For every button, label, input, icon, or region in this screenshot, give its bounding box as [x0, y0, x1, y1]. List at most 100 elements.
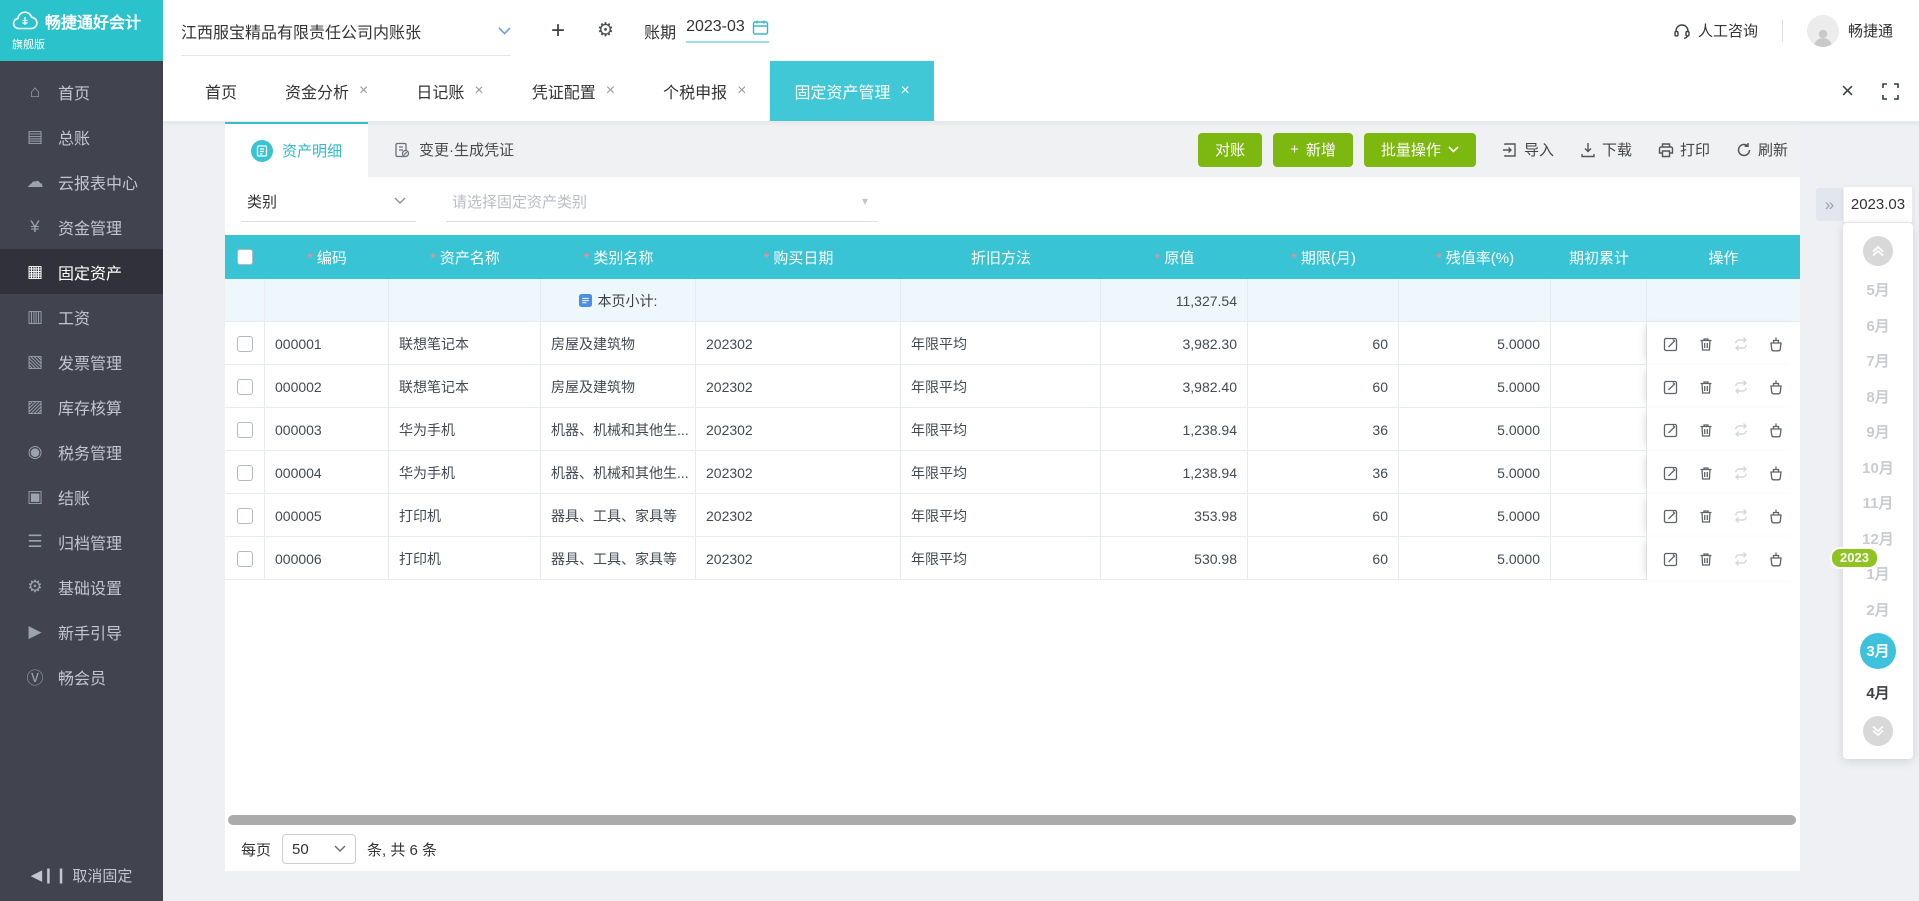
fullscreen-icon[interactable]: [1882, 82, 1899, 100]
document-tab[interactable]: 个税申报 ×: [639, 61, 770, 121]
sidebar-item[interactable]: ⌂ 首页: [0, 69, 163, 114]
sidebar-item[interactable]: ▨ 库存核算: [0, 384, 163, 429]
month-item[interactable]: 11月: [1862, 495, 1894, 513]
select-all-checkbox[interactable]: [237, 249, 253, 265]
clear-icon[interactable]: [1768, 379, 1784, 395]
add-account-icon[interactable]: +: [551, 16, 566, 44]
delete-icon[interactable]: [1698, 508, 1714, 524]
row-checkbox[interactable]: [236, 421, 253, 438]
delete-icon[interactable]: [1698, 379, 1714, 395]
generate-voucher-icon[interactable]: [1733, 336, 1749, 352]
row-checkbox[interactable]: [236, 335, 253, 352]
column-header[interactable]: * 购买日期: [763, 249, 834, 267]
horizontal-scrollbar[interactable]: [228, 815, 1796, 825]
month-item[interactable]: 3月: [1860, 632, 1896, 669]
sidebar-item[interactable]: ▣ 结账: [0, 474, 163, 519]
sidebar-item[interactable]: Ⓥ 畅会员: [0, 654, 163, 699]
gear-icon[interactable]: ⚙: [597, 20, 615, 41]
delete-icon[interactable]: [1698, 465, 1714, 481]
row-checkbox[interactable]: [236, 378, 253, 395]
month-item[interactable]: 1月: [1866, 566, 1890, 584]
row-checkbox[interactable]: [236, 507, 253, 524]
close-tab-icon[interactable]: ×: [474, 82, 484, 99]
sidebar-item[interactable]: ⚙ 基础设置: [0, 564, 163, 609]
close-tab-icon[interactable]: ×: [359, 82, 369, 99]
close-icon[interactable]: ×: [1841, 78, 1854, 103]
edit-icon[interactable]: [1663, 551, 1679, 567]
generate-voucher-icon[interactable]: [1733, 465, 1749, 481]
category-value-select[interactable]: 请选择固定资产类别 ▾: [446, 191, 878, 222]
category-field-select[interactable]: 类别: [241, 191, 416, 222]
column-header[interactable]: 期初累计: [1568, 249, 1629, 267]
batch-operations-button[interactable]: 批量操作: [1363, 132, 1476, 167]
column-header[interactable]: * 原值: [1154, 249, 1195, 267]
column-header[interactable]: * 期限(月): [1291, 249, 1356, 267]
sidebar-item[interactable]: ☰ 归档管理: [0, 519, 163, 564]
month-item[interactable]: 5月: [1866, 282, 1890, 300]
column-header[interactable]: * 资产名称: [430, 249, 500, 267]
sidebar-item[interactable]: ▦ 固定资产: [0, 249, 163, 294]
print-button[interactable]: 打印: [1658, 139, 1710, 160]
clear-icon[interactable]: [1768, 465, 1784, 481]
username[interactable]: 畅捷通: [1847, 23, 1893, 40]
month-item[interactable]: 7月: [1866, 353, 1890, 371]
unpin-sidebar-button[interactable]: ◀❙❙ 取消固定: [30, 867, 133, 885]
edit-icon[interactable]: [1663, 336, 1679, 352]
scroll-up-icon[interactable]: [1863, 236, 1893, 266]
document-tab[interactable]: 日记账 ×: [392, 61, 507, 121]
clear-icon[interactable]: [1768, 336, 1784, 352]
scroll-down-icon[interactable]: [1863, 715, 1893, 746]
add-asset-button[interactable]: + 新增: [1273, 132, 1353, 167]
month-item[interactable]: 4月: [1866, 684, 1890, 702]
subtab-asset-detail[interactable]: 资产明细: [225, 122, 369, 177]
column-header[interactable]: * 编码: [307, 249, 347, 267]
sidebar-item[interactable]: ◉ 税务管理: [0, 429, 163, 474]
edit-icon[interactable]: [1663, 508, 1679, 524]
column-header[interactable]: 折旧方法: [970, 249, 1031, 267]
download-button[interactable]: 下载: [1580, 139, 1632, 160]
sidebar-item[interactable]: ☁ 云报表中心: [0, 159, 163, 204]
per-page-select[interactable]: 50: [282, 834, 357, 864]
edit-icon[interactable]: [1663, 465, 1679, 481]
generate-voucher-icon[interactable]: [1733, 508, 1749, 524]
collapse-rail-button[interactable]: »: [1816, 188, 1843, 221]
document-tab[interactable]: 固定资产管理 ×: [770, 61, 934, 121]
generate-voucher-icon[interactable]: [1733, 551, 1749, 567]
refresh-button[interactable]: 刷新: [1736, 139, 1788, 160]
month-item[interactable]: 9月: [1866, 424, 1890, 442]
generate-voucher-icon[interactable]: [1733, 379, 1749, 395]
sidebar-item[interactable]: ▧ 发票管理: [0, 339, 163, 384]
delete-icon[interactable]: [1698, 422, 1714, 438]
generate-voucher-icon[interactable]: [1733, 422, 1749, 438]
edit-icon[interactable]: [1663, 422, 1679, 438]
document-tab[interactable]: 首页: [181, 61, 261, 121]
sidebar-item[interactable]: ▤ 总账: [0, 114, 163, 159]
month-item[interactable]: 6月: [1866, 317, 1890, 335]
subtab-change-voucher[interactable]: 变更·生成凭证: [368, 122, 540, 177]
close-tab-icon[interactable]: ×: [605, 82, 616, 99]
row-checkbox[interactable]: [236, 464, 253, 481]
document-tab[interactable]: 资金分析 ×: [261, 61, 392, 121]
clear-icon[interactable]: [1768, 422, 1784, 438]
delete-icon[interactable]: [1698, 336, 1714, 352]
sidebar-item[interactable]: ¥ 资金管理: [0, 204, 163, 249]
avatar[interactable]: [1806, 14, 1839, 47]
edit-icon[interactable]: [1663, 379, 1679, 395]
company-selector[interactable]: 江西服宝精品有限责任公司内账张: [181, 19, 511, 56]
clear-icon[interactable]: [1768, 551, 1784, 567]
clear-icon[interactable]: [1768, 508, 1784, 524]
sidebar-item[interactable]: ▶ 新手引导: [0, 609, 163, 654]
import-button[interactable]: 导入: [1502, 139, 1554, 160]
delete-icon[interactable]: [1698, 551, 1714, 567]
month-item[interactable]: 8月: [1866, 388, 1890, 406]
reconcile-button[interactable]: 对账: [1198, 132, 1263, 167]
month-item[interactable]: 10月: [1862, 459, 1894, 477]
close-tab-icon[interactable]: ×: [737, 82, 747, 99]
current-period-box[interactable]: 2023.03: [1843, 186, 1913, 223]
row-checkbox[interactable]: [236, 550, 253, 567]
column-header[interactable]: * 残值率(%): [1435, 249, 1515, 267]
period-picker[interactable]: 2023-03: [686, 18, 769, 43]
support-link[interactable]: 人工咨询: [1673, 20, 1758, 41]
sidebar-item[interactable]: ▥ 工资: [0, 294, 163, 339]
column-header[interactable]: 操作: [1708, 249, 1739, 267]
